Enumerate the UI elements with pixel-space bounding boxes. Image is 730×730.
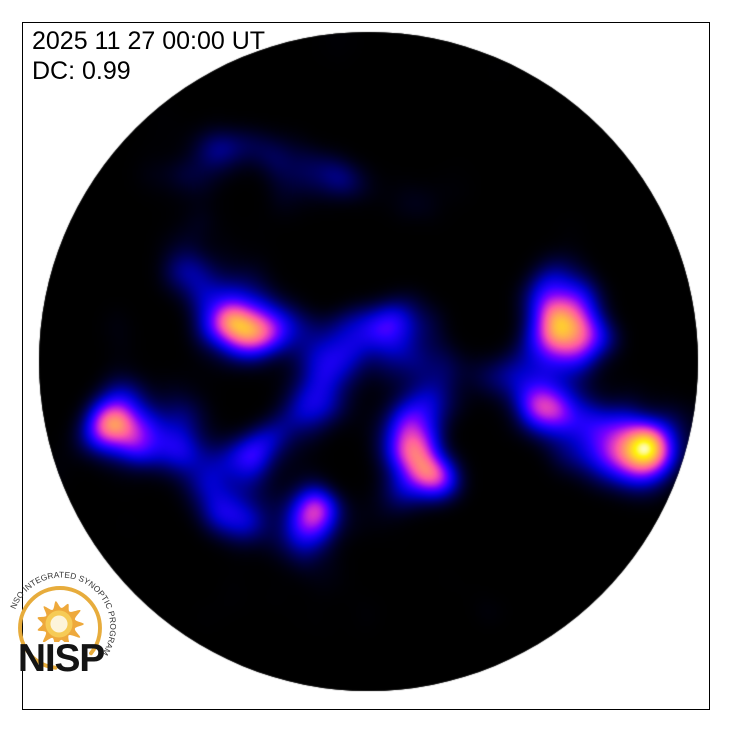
- svg-text:NISP: NISP: [18, 637, 104, 680]
